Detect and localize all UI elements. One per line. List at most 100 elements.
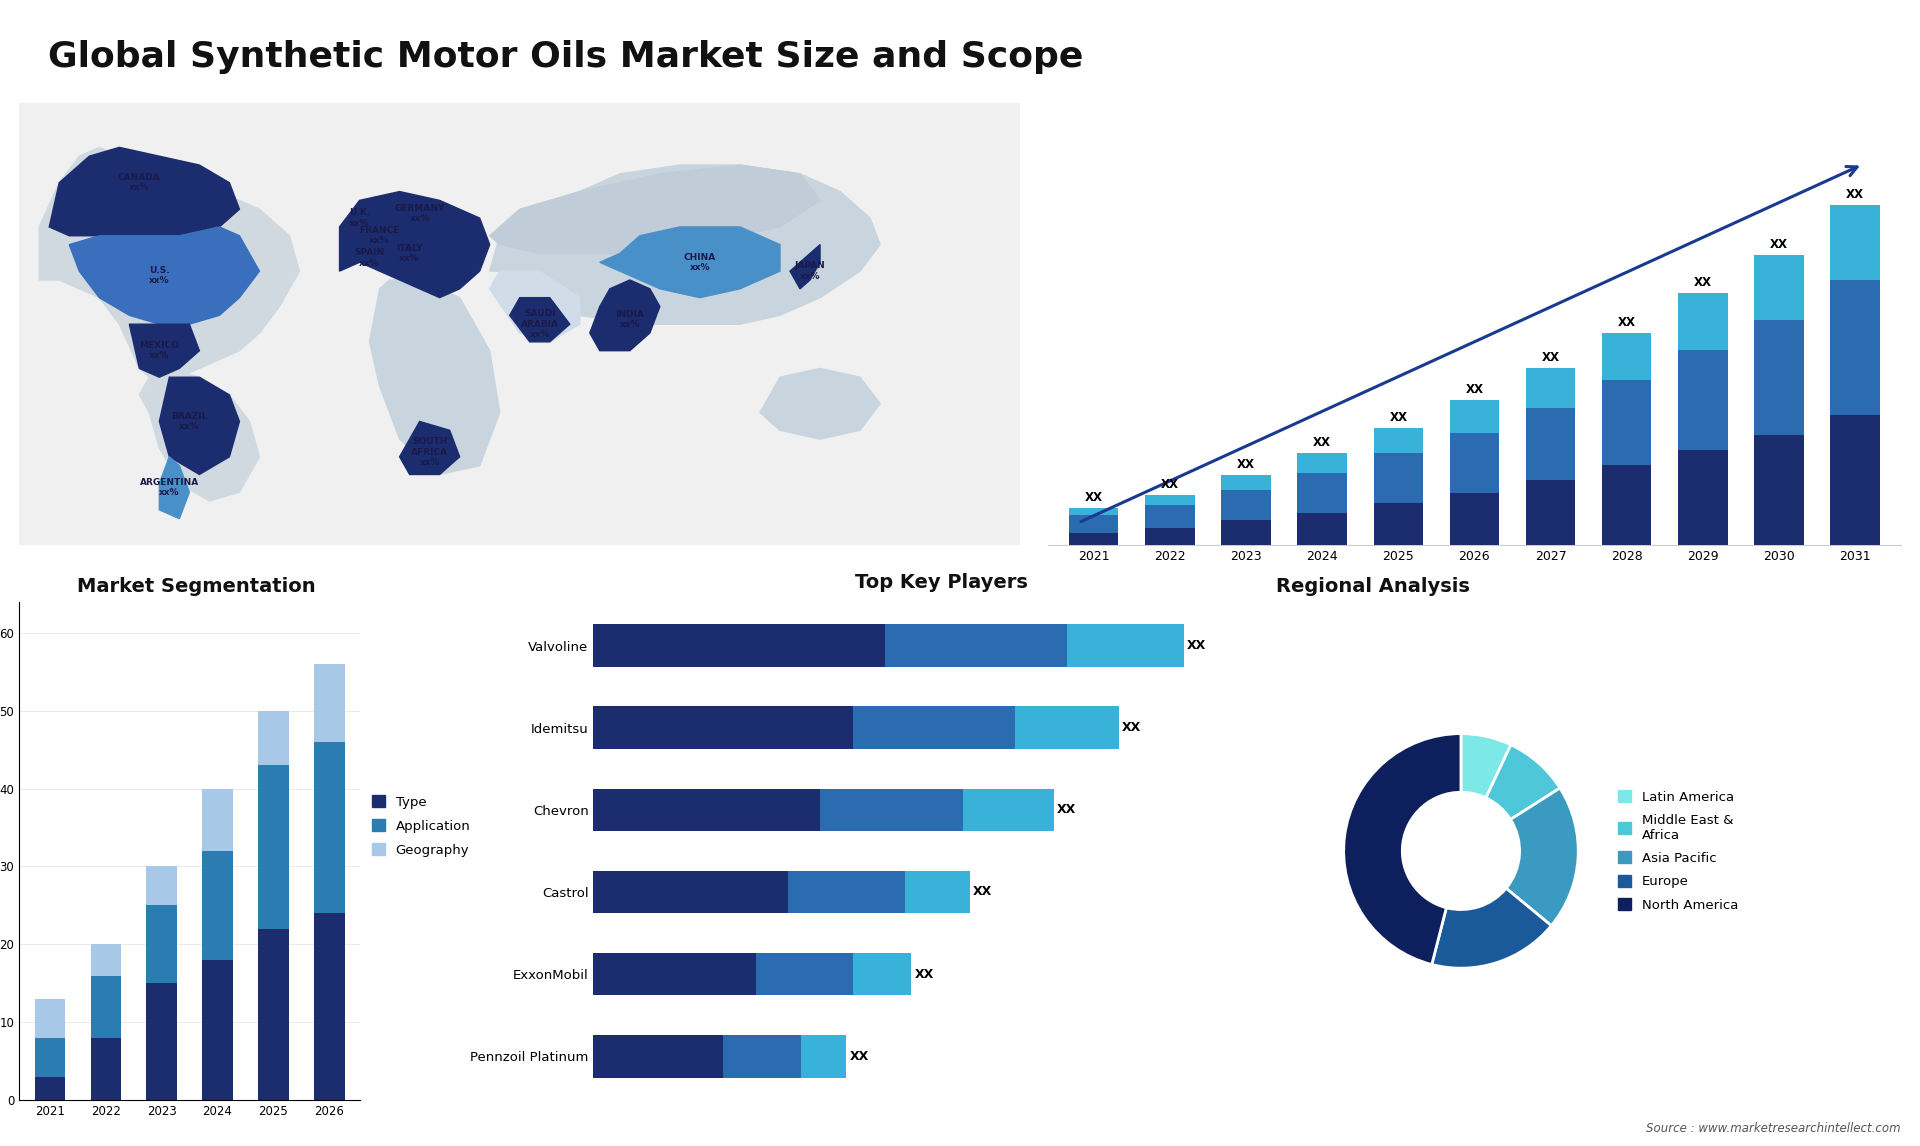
Bar [1373,453,1423,503]
Bar [202,788,232,850]
Text: SPAIN
xx%: SPAIN xx% [355,249,384,267]
Bar [904,871,970,913]
Bar [964,788,1054,831]
Bar [1221,520,1271,545]
Text: SOUTH
AFRICA
xx%: SOUTH AFRICA xx% [411,438,447,468]
Bar [885,625,1068,667]
Text: XX: XX [1162,478,1179,492]
Bar [1830,415,1880,545]
Bar [1678,351,1728,450]
Bar [852,952,912,996]
Polygon shape [490,165,879,324]
Bar [1755,435,1803,545]
Wedge shape [1486,745,1559,819]
Bar [852,706,1016,749]
Bar [146,866,177,905]
Bar [1221,490,1271,520]
Bar [35,1077,65,1100]
Bar [1601,465,1651,545]
Bar [1144,505,1194,527]
Text: U.K.
xx%: U.K. xx% [349,209,371,228]
Bar [1755,256,1803,320]
Text: INDIA
xx%: INDIA xx% [616,311,645,329]
Polygon shape [760,368,879,439]
Text: U.S.
xx%: U.S. xx% [150,266,169,285]
Bar [146,983,177,1100]
Bar [724,1035,801,1077]
Text: ITALY
xx%: ITALY xx% [396,244,422,264]
Text: XX: XX [1619,315,1636,329]
Polygon shape [140,368,259,501]
Text: XX: XX [851,1050,870,1062]
Bar [1755,320,1803,435]
Bar [1373,503,1423,545]
Bar [257,766,288,928]
Bar [1450,400,1500,433]
Bar [1373,427,1423,453]
Polygon shape [599,227,780,298]
Bar [820,788,964,831]
Text: XX: XX [1121,721,1140,735]
Bar [1830,205,1880,280]
Bar [593,1035,724,1077]
Polygon shape [340,191,490,298]
Wedge shape [1432,888,1551,968]
Text: XX: XX [973,886,993,898]
Bar [1069,508,1119,516]
Bar [1221,476,1271,490]
Text: BRAZIL
xx%: BRAZIL xx% [171,411,207,431]
Text: ARGENTINA
xx%: ARGENTINA xx% [140,478,200,497]
Bar [1526,480,1574,545]
Text: JAPAN
xx%: JAPAN xx% [795,261,826,281]
Text: GERMANY
xx%: GERMANY xx% [394,204,445,223]
Polygon shape [129,324,200,377]
Legend: Latin America, Middle East &
Africa, Asia Pacific, Europe, North America: Latin America, Middle East & Africa, Asi… [1615,786,1741,916]
Bar [1298,512,1348,545]
Polygon shape [509,298,570,342]
Bar [202,850,232,960]
Bar [257,711,288,766]
Bar [1450,493,1500,545]
Bar [1069,533,1119,545]
Polygon shape [369,280,499,474]
Bar [1298,472,1348,512]
Bar [90,975,121,1038]
Bar [1016,706,1119,749]
Bar [801,1035,847,1077]
Bar [1298,453,1348,472]
Polygon shape [399,422,459,474]
Bar [1526,408,1574,480]
Text: Global Synthetic Motor Oils Market Size and Scope: Global Synthetic Motor Oils Market Size … [48,40,1083,74]
Text: XX: XX [1770,238,1788,251]
Text: XX: XX [1058,803,1077,816]
Bar [202,960,232,1100]
Polygon shape [789,244,820,289]
Text: XX: XX [1236,458,1256,471]
Bar [1601,332,1651,380]
Bar [1526,368,1574,408]
Bar [1144,495,1194,505]
Text: XX: XX [1847,188,1864,201]
Polygon shape [50,148,240,236]
Bar [257,928,288,1100]
Text: FRANCE
xx%: FRANCE xx% [359,226,399,245]
Bar [1678,450,1728,545]
Bar [313,664,344,741]
Text: XX: XX [1542,351,1559,363]
Bar [90,1038,121,1100]
Polygon shape [589,280,660,351]
Polygon shape [490,165,820,253]
Text: Market Segmentation: Market Segmentation [77,576,315,596]
Wedge shape [1344,733,1461,965]
Wedge shape [1461,733,1511,798]
Bar [146,905,177,983]
Text: XX: XX [1390,410,1407,424]
Text: SAUDI
ARABIA
xx%: SAUDI ARABIA xx% [520,309,559,339]
Text: XX: XX [1465,383,1484,397]
Bar [756,952,852,996]
Text: XX: XX [1693,275,1713,289]
Bar [1601,380,1651,465]
Bar [313,913,344,1100]
Bar [787,871,904,913]
Text: XX: XX [1085,490,1102,503]
